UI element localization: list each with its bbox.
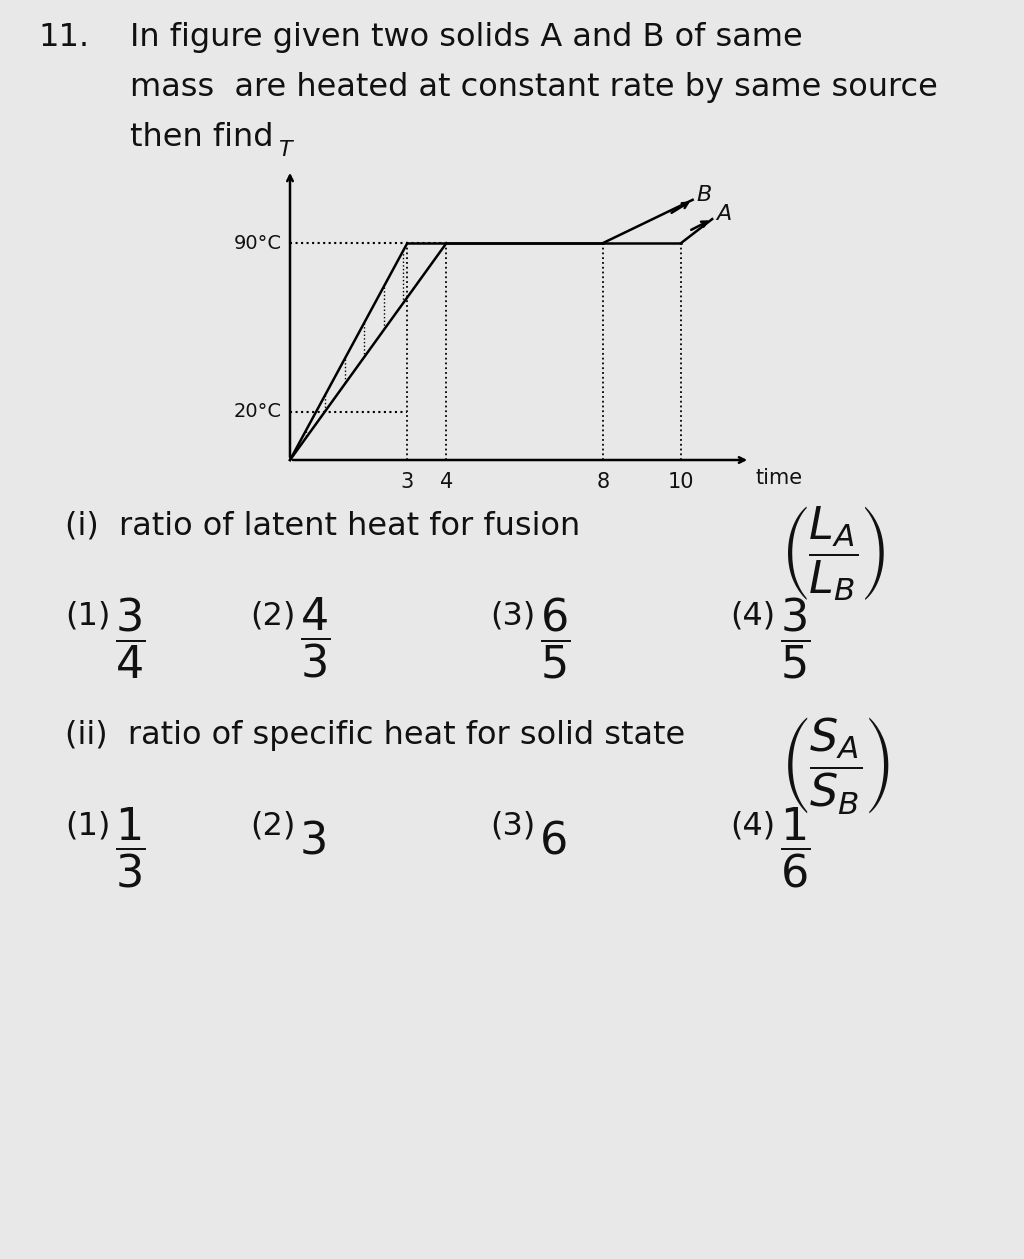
Text: A: A (716, 204, 731, 224)
Text: (i)  ratio of latent heat for fusion: (i) ratio of latent heat for fusion (65, 510, 581, 541)
Text: B: B (696, 185, 712, 205)
Text: 4: 4 (439, 472, 453, 492)
Text: time: time (755, 468, 802, 488)
Text: 6: 6 (540, 820, 568, 862)
Text: (4): (4) (730, 810, 775, 841)
Text: (ii)  ratio of specific heat for solid state: (ii) ratio of specific heat for solid st… (65, 720, 685, 752)
Text: (1): (1) (65, 601, 111, 631)
Text: 90°C: 90°C (234, 234, 282, 253)
Text: (3): (3) (490, 601, 536, 631)
Text: $\dfrac{6}{5}$: $\dfrac{6}{5}$ (540, 596, 570, 681)
Text: 8: 8 (596, 472, 609, 492)
Text: 10: 10 (668, 472, 694, 492)
Text: (2): (2) (250, 601, 295, 631)
Text: (1): (1) (65, 810, 111, 841)
Text: $\left(\dfrac{L_A}{L_B}\right)$: $\left(\dfrac{L_A}{L_B}\right)$ (780, 505, 886, 603)
Text: $\dfrac{1}{3}$: $\dfrac{1}{3}$ (115, 805, 145, 890)
Text: (2): (2) (250, 810, 295, 841)
Text: mass  are heated at constant rate by same source: mass are heated at constant rate by same… (130, 72, 938, 103)
Text: T: T (279, 140, 292, 160)
Text: 11.: 11. (38, 21, 89, 53)
Text: (3): (3) (490, 810, 536, 841)
Text: (4): (4) (730, 601, 775, 631)
Text: $\dfrac{3}{4}$: $\dfrac{3}{4}$ (115, 596, 145, 681)
Text: $\dfrac{3}{5}$: $\dfrac{3}{5}$ (780, 596, 810, 681)
Text: $\dfrac{4}{3}$: $\dfrac{4}{3}$ (300, 596, 331, 680)
Text: In figure given two solids A and B of same: In figure given two solids A and B of sa… (130, 21, 803, 53)
Text: 20°C: 20°C (234, 403, 282, 422)
Text: $\left(\dfrac{S_A}{S_B}\right)$: $\left(\dfrac{S_A}{S_B}\right)$ (780, 715, 890, 816)
Text: 3: 3 (300, 820, 329, 862)
Text: 3: 3 (400, 472, 414, 492)
Text: then find: then find (130, 122, 273, 154)
Text: $\dfrac{1}{6}$: $\dfrac{1}{6}$ (780, 805, 810, 890)
